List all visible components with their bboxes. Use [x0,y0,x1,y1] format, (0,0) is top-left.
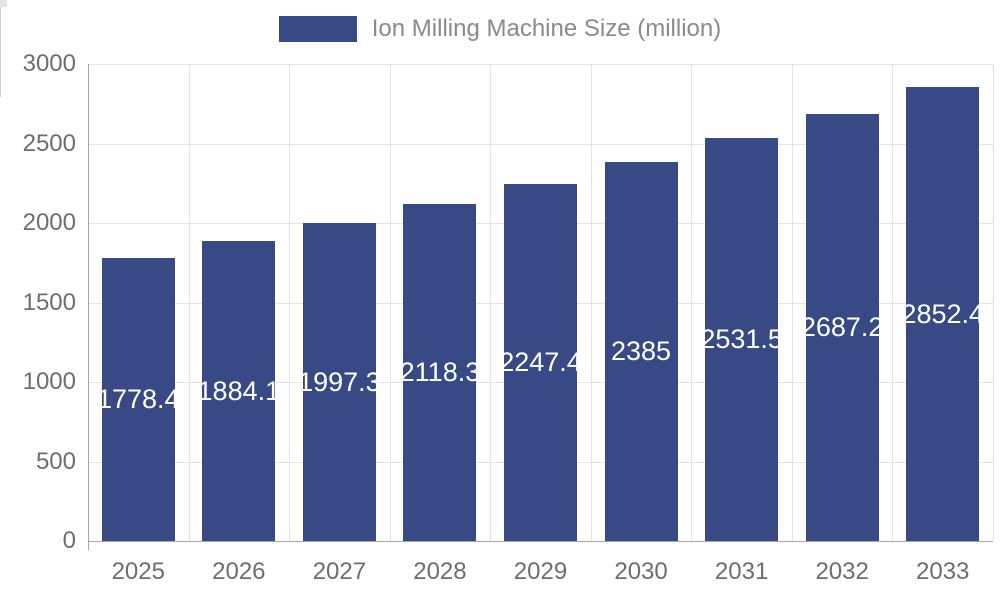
bar-value-label: 1884.1 [197,375,281,406]
legend-label: Ion Milling Machine Size (million) [371,15,722,42]
y-axis-tick [0,3,7,4]
gridline-vertical [188,64,190,541]
y-axis-tick-label: 1000 [22,368,76,395]
bar[interactable]: 2687.2 [801,113,883,541]
x-axis-tick [0,52,1,61]
x-axis-tick [0,34,1,43]
plot-area: 0 500 1000 1500 2000 2500 3000 1778.4 2025 1884.1… [0,0,1000,585]
y-axis-tick [0,4,7,5]
x-axis-tick-label: 2026 [212,558,266,585]
y-axis-tick [0,1,7,2]
x-axis-tick-label: 2025 [111,558,165,585]
bar[interactable]: 2385 [604,161,678,541]
bar[interactable]: 1778.4 [97,258,180,541]
gridline-vertical [389,64,391,541]
x-axis-tick [0,7,1,16]
x-axis-tick [0,25,1,34]
gridline-vertical [993,64,994,541]
x-axis-tick [0,70,1,79]
bar[interactable]: 1997.3 [298,223,381,541]
bar[interactable]: 2118.3 [400,204,480,541]
x-axis-tick-label: 2029 [513,558,568,585]
x-axis-tick-label: 2027 [312,558,367,585]
y-axis-tick-label: 3000 [22,50,76,77]
bar-value-label: 2247.4 [499,346,582,377]
y-axis-tick [0,2,7,3]
bar[interactable]: 2247.4 [499,183,582,541]
y-axis-tick [0,0,7,1]
legend-item[interactable]: Ion Milling Machine Size (million) [0,14,1000,44]
x-axis-line [88,541,993,542]
bar-value-label: 2531.5 [700,324,783,355]
y-axis-tick-label: 2500 [22,129,76,157]
gridline-vertical [791,64,793,541]
bar[interactable]: 2531.5 [700,138,783,541]
x-axis-tick [0,61,1,70]
bar[interactable]: 1884.1 [198,241,280,541]
y-axis-tick-label: 0 [62,527,76,554]
bar-value-label: 1997.3 [298,366,381,397]
y-axis-tick-label: 500 [35,447,76,475]
bar-value-label: 2852.4 [901,298,985,329]
x-axis-tick [0,88,1,97]
bar-value-label: 2118.3 [399,357,481,388]
x-axis-tick [0,43,1,52]
gridline-vertical [590,64,592,541]
gridline-horizontal [88,64,993,65]
legend-swatch-icon [278,16,357,42]
x-axis-tick-label: 2033 [916,558,970,585]
bar[interactable]: 2852.4 [901,87,984,541]
x-axis-tick-label: 2028 [413,558,467,585]
x-axis-tick-label: 2032 [815,558,869,585]
bar-value-label: 1778.4 [96,384,180,415]
x-axis-tick-label: 2030 [614,558,668,585]
gridline-vertical [490,64,492,541]
bar-value-label: 2385 [611,335,672,366]
x-axis-tick-label: 2031 [714,558,769,585]
gridline-vertical [691,64,693,541]
y-axis-tick [0,5,7,6]
gridline-vertical [892,64,894,541]
y-axis-tick [0,6,7,7]
y-axis-line [88,64,89,550]
x-axis-tick [0,16,1,25]
y-axis-tick-label: 1500 [22,288,76,316]
x-axis-tick [0,79,1,88]
bar-value-label: 2687.2 [800,311,884,342]
gridline-horizontal [88,143,993,145]
y-axis-tick-label: 2000 [22,209,76,236]
gridline-vertical [289,64,291,541]
